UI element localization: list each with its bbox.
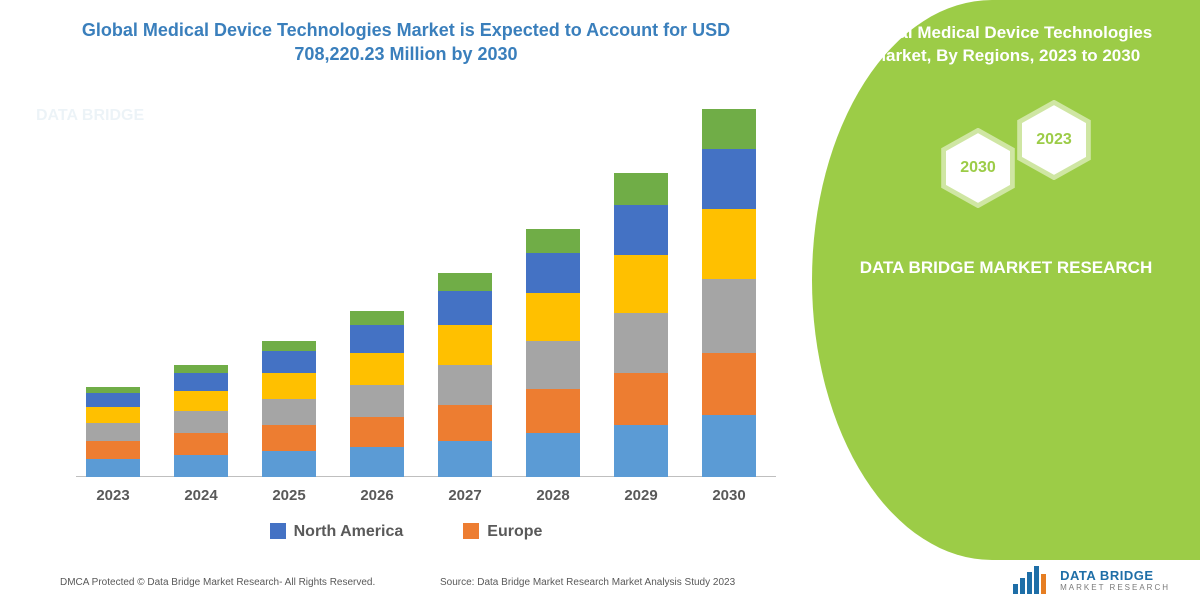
bar-2029-s4 bbox=[614, 255, 668, 313]
bar-2024-s3 bbox=[174, 411, 228, 433]
bar-2030-s2 bbox=[702, 353, 756, 415]
bar-2029-s1 bbox=[614, 425, 668, 477]
bar-2026-s5 bbox=[350, 325, 404, 353]
logo-bar-icon bbox=[1020, 578, 1025, 594]
logo-bar-icon bbox=[1041, 574, 1046, 594]
bar-2026-s3 bbox=[350, 385, 404, 417]
bar-2028-s4 bbox=[526, 293, 580, 341]
bar-2028-s5 bbox=[526, 253, 580, 293]
bar-2023-s5 bbox=[86, 393, 140, 407]
bar-2025-s5 bbox=[262, 351, 316, 373]
databridge-logo: DATA BRIDGE MARKET RESEARCH bbox=[1013, 566, 1170, 594]
logo-bar-icon bbox=[1034, 566, 1039, 594]
bar-plot: 20232024202520262027202820292030 bbox=[76, 97, 776, 477]
hex-group: 20302023 bbox=[812, 88, 1200, 248]
bar-2030-s1 bbox=[702, 415, 756, 477]
bar-2025-s2 bbox=[262, 425, 316, 451]
bar-2030-s5 bbox=[702, 149, 756, 209]
xlabel-2027: 2027 bbox=[438, 477, 492, 504]
legend-label: North America bbox=[294, 523, 404, 540]
bar-2023-s1 bbox=[86, 459, 140, 477]
xlabel-2028: 2028 bbox=[526, 477, 580, 504]
bar-2028-s3 bbox=[526, 341, 580, 389]
bar-2028-s6 bbox=[526, 229, 580, 253]
chart-legend: North America Europe bbox=[26, 523, 786, 541]
plot-area: DATA BRIDGE 2023202420252026202720282029… bbox=[26, 97, 786, 477]
xlabel-2026: 2026 bbox=[350, 477, 404, 504]
legend-swatch bbox=[463, 523, 479, 539]
right-panel: Global Medical Device Technologies Marke… bbox=[812, 0, 1200, 560]
xlabel-2029: 2029 bbox=[614, 477, 668, 504]
bar-2029-s2 bbox=[614, 373, 668, 425]
bar-2028-s2 bbox=[526, 389, 580, 433]
page-root: Global Medical Device Technologies Marke… bbox=[0, 0, 1200, 600]
bar-2027-s2 bbox=[438, 405, 492, 441]
footer-dmca: DMCA Protected © Data Bridge Market Rese… bbox=[60, 577, 375, 588]
bar-2026-s4 bbox=[350, 353, 404, 385]
bar-2024-s6 bbox=[174, 365, 228, 373]
bar-2030-s3 bbox=[702, 279, 756, 353]
bar-2025-s3 bbox=[262, 399, 316, 425]
bar-2027-s6 bbox=[438, 273, 492, 291]
legend-swatch bbox=[270, 523, 286, 539]
logo-text: DATA BRIDGE MARKET RESEARCH bbox=[1060, 568, 1170, 592]
xlabel-2030: 2030 bbox=[702, 477, 756, 504]
bar-2025-s1 bbox=[262, 451, 316, 477]
bar-2028-s1 bbox=[526, 433, 580, 477]
bar-2026-s2 bbox=[350, 417, 404, 447]
bar-2023-s3 bbox=[86, 423, 140, 441]
legend-item-north-america: North America bbox=[270, 523, 404, 541]
bar-2023-s4 bbox=[86, 407, 140, 423]
chart-title: Global Medical Device Technologies Marke… bbox=[0, 0, 812, 67]
hex-2023: 2023 bbox=[1008, 100, 1100, 180]
bar-2030-s6 bbox=[702, 109, 756, 149]
footer-source: Source: Data Bridge Market Research Mark… bbox=[440, 577, 735, 588]
right-panel-title: Global Medical Device Technologies Marke… bbox=[812, 0, 1200, 68]
bar-2025-s6 bbox=[262, 341, 316, 351]
bar-2023-s2 bbox=[86, 441, 140, 459]
brand-text: DATA BRIDGE MARKET RESEARCH bbox=[812, 258, 1200, 278]
bar-2027-s4 bbox=[438, 325, 492, 365]
bar-2026-s6 bbox=[350, 311, 404, 325]
bar-2027-s1 bbox=[438, 441, 492, 477]
legend-label: Europe bbox=[487, 523, 542, 540]
bar-2029-s5 bbox=[614, 205, 668, 255]
xlabel-2023: 2023 bbox=[86, 477, 140, 504]
bar-2025-s4 bbox=[262, 373, 316, 399]
logo-line2: MARKET RESEARCH bbox=[1060, 583, 1170, 592]
bar-2024-s1 bbox=[174, 455, 228, 477]
bar-2024-s5 bbox=[174, 373, 228, 391]
bar-2024-s4 bbox=[174, 391, 228, 411]
hex-label: 2023 bbox=[1008, 100, 1100, 180]
footer: DMCA Protected © Data Bridge Market Rese… bbox=[0, 560, 1200, 600]
bar-2029-s3 bbox=[614, 313, 668, 373]
bar-2024-s2 bbox=[174, 433, 228, 455]
right-panel-bg bbox=[812, 0, 1200, 560]
legend-item-europe: Europe bbox=[463, 523, 542, 541]
bar-2030-s4 bbox=[702, 209, 756, 279]
xlabel-2024: 2024 bbox=[174, 477, 228, 504]
bar-2027-s5 bbox=[438, 291, 492, 325]
logo-bar-icon bbox=[1013, 584, 1018, 594]
bar-2029-s6 bbox=[614, 173, 668, 205]
chart-panel: Global Medical Device Technologies Marke… bbox=[0, 0, 812, 560]
xlabel-2025: 2025 bbox=[262, 477, 316, 504]
bar-2023-s6 bbox=[86, 387, 140, 393]
logo-line1: DATA BRIDGE bbox=[1060, 568, 1170, 583]
logo-bars-icon bbox=[1013, 566, 1048, 594]
logo-bar-icon bbox=[1027, 572, 1032, 594]
bar-2027-s3 bbox=[438, 365, 492, 405]
bar-2026-s1 bbox=[350, 447, 404, 477]
